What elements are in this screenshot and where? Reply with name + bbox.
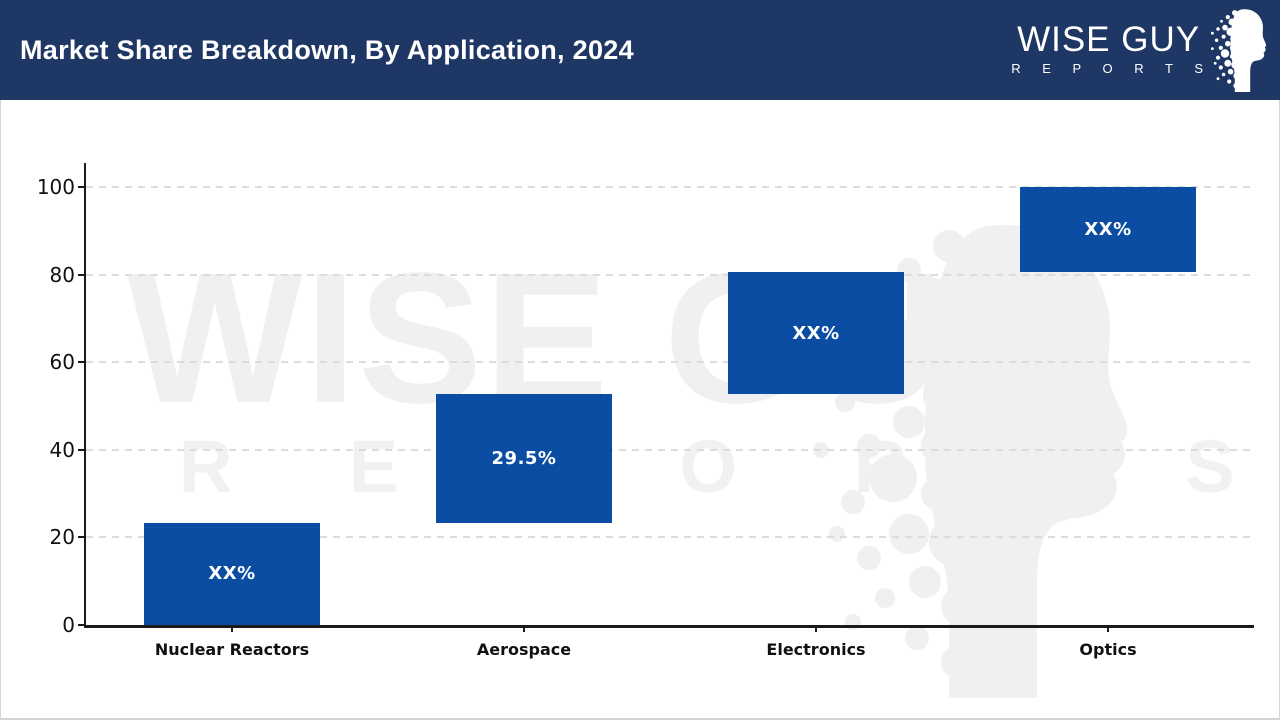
y-tick-label: 0: [62, 613, 75, 637]
y-tick-mark: [78, 448, 86, 451]
bar: XX%: [1020, 187, 1196, 273]
x-tick-mark: [523, 625, 525, 632]
y-tick-label: 20: [49, 525, 75, 550]
brand-logo: WISE GUY R E P O R T S: [1005, 8, 1274, 92]
chart-area: WISE GUY R E P O R T S 0 20 40 60 80 100 XX% Nu…: [0, 100, 1280, 720]
y-tick-mark: [78, 273, 86, 276]
page-title: Market Share Breakdown, By Application, …: [20, 34, 634, 65]
y-gridline: [86, 361, 1254, 364]
brand-wordmark: WISE GUY: [1017, 20, 1201, 59]
y-gridline: [86, 448, 1254, 451]
bar: XX%: [728, 272, 904, 394]
y-axis-line: [84, 163, 86, 628]
y-gridline: [86, 186, 1254, 188]
x-category-label: Nuclear Reactors: [154, 640, 310, 659]
y-tick-label: 100: [36, 175, 75, 199]
x-tick-mark: [815, 625, 817, 632]
y-tick-mark: [78, 536, 86, 539]
x-category-label: Optics: [1079, 640, 1137, 659]
bar: 29.5%: [436, 393, 612, 523]
y-gridline: [86, 536, 1254, 539]
bar-value-label: XX%: [1084, 219, 1132, 241]
x-axis-line: [84, 625, 1254, 628]
header: Market Share Breakdown, By Application, …: [0, 0, 1280, 100]
x-tick-mark: [231, 625, 233, 632]
y-tick-mark: [78, 186, 86, 188]
brand-logo-text: WISE GUY R E P O R T S: [1005, 22, 1212, 76]
brand-reports-label: R E P O R T S: [1011, 61, 1212, 76]
bar-value-label: XX%: [208, 563, 256, 585]
y-tick-mark: [78, 624, 86, 626]
y-tick-label: 40: [49, 437, 75, 462]
y-tick-label: 80: [49, 262, 75, 287]
bar-value-label: 29.5%: [491, 447, 557, 469]
bar: XX%: [144, 522, 320, 625]
x-category-label: Aerospace: [476, 640, 572, 659]
y-gridline: [86, 273, 1254, 276]
y-tick-mark: [78, 361, 86, 364]
brand-face-icon: [1204, 8, 1274, 92]
x-tick-mark: [1107, 625, 1109, 632]
bar-value-label: XX%: [792, 322, 840, 344]
x-category-label: Electronics: [766, 640, 866, 659]
y-tick-label: 60: [49, 350, 75, 375]
